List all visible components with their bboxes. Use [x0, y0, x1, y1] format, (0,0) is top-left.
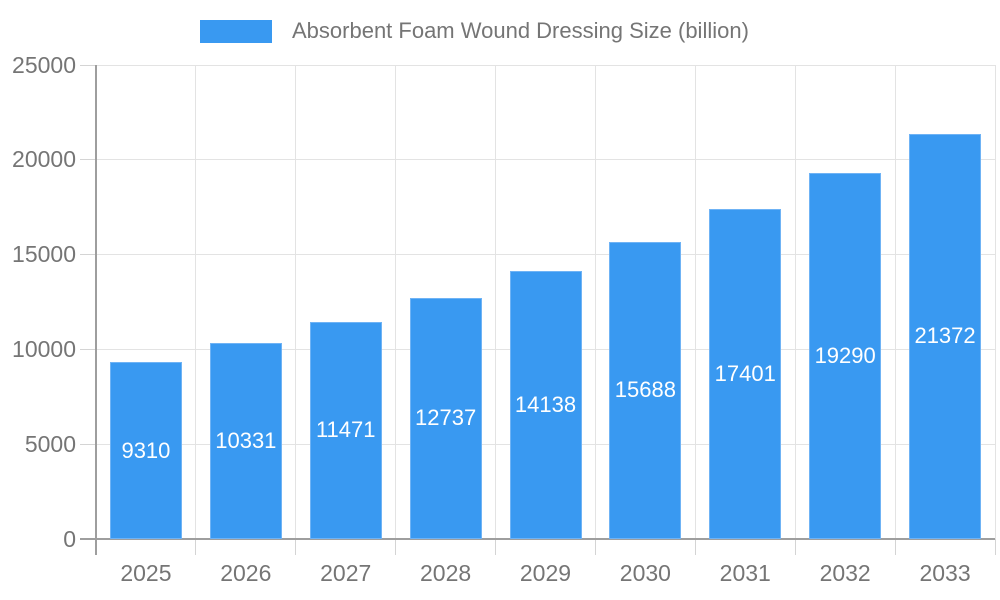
x-axis-tick-label: 2025: [120, 560, 172, 586]
y-axis-tick: [80, 348, 96, 350]
x-axis-tick: [694, 539, 696, 555]
v-gridline: [395, 65, 397, 539]
y-axis-tick: [80, 159, 96, 161]
v-gridline: [295, 65, 297, 539]
bar-value-label: 10331: [215, 428, 277, 454]
bar-value-label: 15688: [614, 377, 676, 403]
x-axis-tick-label: 2028: [420, 560, 472, 586]
x-axis-tick: [495, 539, 497, 555]
bar-value-label: 21372: [914, 323, 976, 349]
x-axis-tick-label: 2030: [619, 560, 671, 586]
y-axis-tick-label: 25000: [12, 51, 76, 78]
h-gridline: [96, 254, 995, 256]
x-axis-tick: [295, 539, 297, 555]
h-gridline: [96, 64, 995, 66]
bar-2030[interactable]: 15688: [609, 241, 682, 539]
bar-value-label: 14138: [514, 391, 577, 417]
v-gridline: [794, 65, 796, 539]
x-axis-tick: [794, 539, 796, 555]
bar-2029[interactable]: 14138: [509, 270, 582, 539]
bar-value-label: 11471: [315, 417, 376, 443]
bar-2026[interactable]: 10331: [209, 343, 282, 539]
v-gridline: [894, 65, 896, 539]
x-axis-tick: [994, 539, 996, 555]
v-gridline: [195, 65, 197, 539]
y-axis-tick: [80, 254, 96, 256]
y-axis-tick-label: 10000: [12, 335, 76, 362]
x-axis-line: [80, 538, 995, 540]
bar-2031[interactable]: 17401: [709, 209, 782, 539]
y-axis-tick-label: 0: [63, 525, 76, 552]
bar-value-label: 19290: [814, 343, 876, 369]
bar-value-label: 12737: [415, 405, 477, 431]
x-axis-tick-label: 2031: [719, 560, 771, 586]
v-gridline: [694, 65, 696, 539]
legend-label: Absorbent Foam Wound Dressing Size (bill…: [292, 18, 749, 43]
legend-swatch: [200, 19, 272, 43]
v-gridline: [994, 65, 996, 539]
bar-2025[interactable]: 9310: [109, 362, 182, 539]
x-axis-tick-label: 2029: [519, 560, 572, 586]
bar-value-label: 9310: [121, 437, 171, 463]
x-axis-tick: [395, 539, 397, 555]
v-gridline: [594, 65, 596, 539]
legend-item[interactable]: Absorbent Foam Wound Dressing Size (bill…: [200, 18, 749, 44]
y-axis-tick: [80, 64, 96, 66]
y-axis-tick-label: 5000: [24, 430, 76, 457]
y-axis-line: [95, 65, 97, 555]
x-axis-tick-label: 2033: [919, 560, 971, 586]
x-axis-tick: [594, 539, 596, 555]
v-gridline: [495, 65, 497, 539]
x-axis-tick-label: 2032: [819, 560, 871, 586]
bar-2028[interactable]: 12737: [409, 297, 482, 539]
bar-2027[interactable]: 11471: [309, 321, 382, 539]
y-axis-tick-label: 15000: [12, 241, 76, 268]
y-axis-tick-label: 20000: [12, 146, 76, 173]
y-axis-tick: [80, 443, 96, 445]
bar-2033[interactable]: 21372: [909, 133, 982, 539]
h-gridline: [96, 159, 995, 161]
bar-2032[interactable]: 19290: [809, 173, 882, 539]
bar-value-label: 17401: [714, 361, 776, 387]
x-axis-tick: [894, 539, 896, 555]
x-axis-tick-label: 2027: [320, 560, 372, 586]
x-axis-tick: [195, 539, 197, 555]
x-axis-tick-label: 2026: [220, 560, 272, 586]
